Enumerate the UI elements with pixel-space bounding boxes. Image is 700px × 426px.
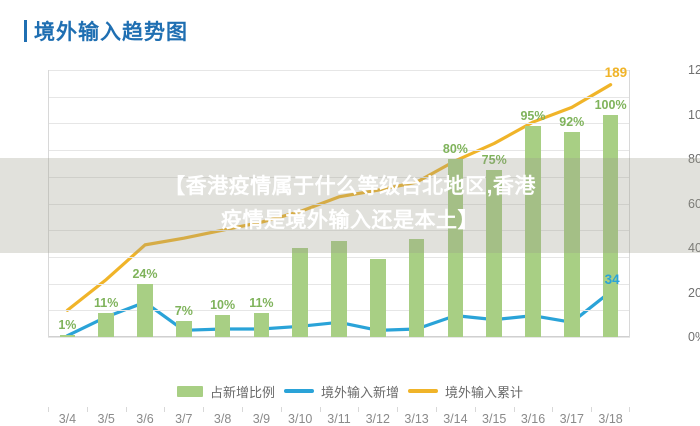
y-axis-right-tick: 120%	[688, 63, 700, 77]
gridline	[48, 203, 630, 205]
x-axis-tickmark	[397, 407, 399, 412]
gridline	[48, 176, 630, 178]
x-axis-tick-label: 3/8	[213, 412, 232, 426]
bar-3-12[interactable]	[370, 259, 386, 337]
x-axis-tick-label: 3/14	[443, 412, 468, 426]
x-axis-tick-label: 3/9	[252, 412, 271, 426]
watermark-line-2: 疫情是境外输入还是本土】	[221, 209, 479, 232]
bar-3-6[interactable]	[137, 283, 153, 337]
line-end-value-label: 189	[604, 64, 628, 80]
line-end-value-label: 34	[604, 271, 620, 287]
bar-3-8[interactable]	[214, 314, 231, 337]
bar-value-label: 75%	[481, 153, 507, 168]
legend-label: 境外输入新增	[320, 384, 399, 400]
bar-3-10[interactable]	[292, 248, 308, 337]
x-axis-tick-label: 3/15	[482, 412, 507, 426]
bar-value-label: 80%	[442, 142, 468, 156]
bar-value-label: 24%	[132, 266, 158, 281]
bar-3-16[interactable]	[525, 125, 541, 337]
bar-value-label: 11%	[94, 295, 119, 310]
x-axis-tick-label: 3/12	[365, 412, 390, 426]
x-axis-tickmark	[319, 407, 321, 412]
title-accent-bar	[24, 20, 27, 42]
x-axis-tick-label: 3/4	[58, 412, 77, 426]
watermark-band	[0, 158, 700, 253]
x-axis-tickmark	[203, 407, 205, 412]
chart-plot-area: 0204060801001201401601802000%20%40%60%80…	[48, 64, 700, 426]
bar-value-label: 95%	[520, 108, 546, 123]
x-axis-tick-label: 3/16	[520, 412, 546, 426]
bar-3-11[interactable]	[331, 241, 347, 337]
legend-item[interactable]: 境外输入累计	[408, 382, 523, 401]
chart-header: 境外输入趋势图	[0, 8, 700, 50]
watermark-text: 【香港疫情属于什么等级台北地区,香港 疫情是境外输入还是本土】	[0, 170, 700, 238]
x-axis-tickmark	[358, 407, 360, 412]
bar-3-15[interactable]	[486, 170, 502, 337]
bar-3-5[interactable]	[98, 312, 114, 337]
bar-3-13[interactable]	[408, 239, 425, 337]
legend-item[interactable]: 境外输入新增	[283, 382, 399, 401]
x-axis-tickmark	[629, 407, 630, 412]
axis-right	[629, 70, 630, 337]
axis-left	[48, 70, 49, 337]
x-axis-tickmark	[591, 407, 593, 412]
y-axis-right-tick: 20%	[688, 285, 700, 300]
bar-value-label: 7%	[174, 304, 193, 319]
bar-value-label: 11%	[249, 295, 274, 310]
page-title: 境外输入趋势图	[34, 21, 188, 44]
bar-3-18[interactable]	[602, 114, 619, 337]
x-axis-tickmark	[552, 407, 554, 412]
x-axis-tick-label: 3/18	[598, 412, 623, 426]
x-axis-tickmark	[48, 407, 49, 412]
gridline	[48, 230, 630, 232]
bar-value-label: 10%	[210, 297, 236, 312]
bar-3-9[interactable]	[253, 312, 270, 337]
bar-3-7[interactable]	[176, 321, 192, 337]
gridline	[48, 70, 630, 71]
bar-3-4[interactable]	[59, 334, 76, 337]
x-axis-tick-label: 3/10	[288, 412, 313, 426]
legend-line-swatch	[408, 389, 438, 393]
gridline	[48, 150, 630, 152]
legend-label: 占新增比例	[209, 384, 275, 400]
x-axis-tickmark	[86, 407, 88, 412]
x-axis-tickmark	[513, 407, 515, 412]
x-axis-tickmark	[125, 407, 127, 412]
y-axis-right-tick: 0%	[688, 330, 700, 344]
x-axis-tickmark	[280, 407, 282, 412]
gridline	[48, 123, 630, 125]
chart-legend: 占新增比例 境外输入新增 境外输入累计	[0, 380, 700, 402]
x-axis-tickmark	[474, 407, 476, 412]
bar-3-17[interactable]	[564, 132, 580, 337]
x-axis-tick-label: 3/17	[559, 412, 584, 426]
y-axis-right-tick: 100%	[688, 107, 700, 122]
x-axis-tickmark	[242, 407, 243, 412]
gridline	[48, 337, 630, 338]
x-axis-tickmark	[164, 407, 166, 412]
x-axis-tick-label: 3/7	[175, 412, 193, 426]
watermark-line-1: 【香港疫情属于什么等级台北地区,香港	[164, 175, 536, 198]
x-axis-tick-label: 3/6	[136, 412, 154, 426]
x-axis-tick-label: 3/11	[327, 412, 351, 426]
bar-3-14[interactable]	[447, 159, 464, 337]
x-axis-tick-label: 3/13	[404, 412, 429, 426]
gridline	[48, 96, 630, 98]
bar-value-label: 92%	[559, 115, 585, 130]
legend-bar-swatch	[176, 385, 203, 397]
x-axis-tick-label: 3/5	[97, 412, 115, 426]
bar-value-label: 1%	[58, 317, 77, 332]
legend-item[interactable]: 占新增比例	[176, 382, 275, 401]
line-cumulative-imported	[65, 83, 613, 312]
legend-line-swatch	[283, 389, 314, 393]
x-axis-tickmark	[436, 407, 437, 412]
bar-value-label: 100%	[594, 97, 627, 112]
legend-label: 境外输入累计	[445, 384, 524, 400]
